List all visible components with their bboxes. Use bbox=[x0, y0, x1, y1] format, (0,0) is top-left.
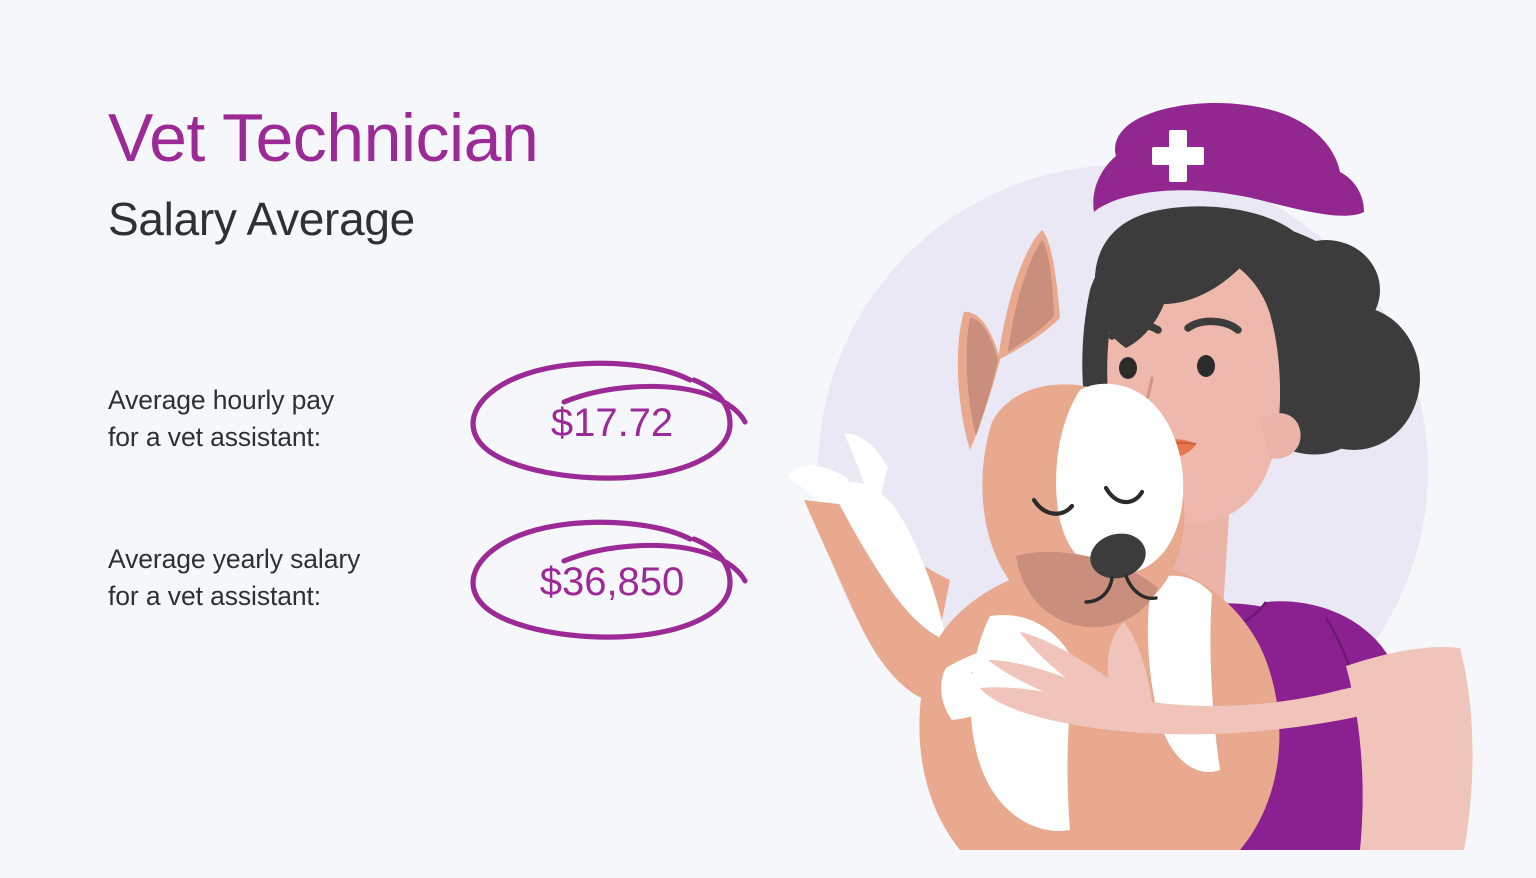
hair-bun bbox=[1288, 306, 1420, 450]
stat-value: $36,850 bbox=[539, 559, 685, 604]
dog-eye-patch-white bbox=[1056, 383, 1184, 574]
stat-row: Average hourly pay for a vet assistant: … bbox=[108, 356, 758, 482]
stat-label-line-2: for a vet assistant: bbox=[108, 422, 322, 452]
hand-drawn-ellipse-icon bbox=[470, 360, 748, 481]
arm-and-hand bbox=[980, 622, 1420, 735]
stat-value-circled: $36,850 bbox=[458, 515, 758, 641]
stat-value: $17.72 bbox=[550, 400, 674, 445]
stat-label-line-1: Average yearly salary bbox=[108, 544, 361, 575]
illustration-vet-nurse-holding-dog bbox=[760, 60, 1480, 850]
headline-secondary: Salary Average bbox=[108, 193, 415, 245]
dog-tail-body bbox=[804, 500, 950, 700]
eyebrow-right bbox=[1184, 317, 1242, 334]
dog-ear-left-inner bbox=[966, 318, 998, 436]
nurse-cap bbox=[1093, 102, 1364, 216]
page-title: Vet Technician Salary Average bbox=[108, 104, 748, 242]
stat-row: Average yearly salary for a vet assistan… bbox=[108, 515, 758, 641]
upper-arm bbox=[1346, 646, 1473, 850]
dog-nose bbox=[1090, 533, 1146, 579]
headline-primary: Vet Technician bbox=[108, 100, 539, 176]
ear bbox=[1260, 413, 1301, 459]
dog-ear-right-inner bbox=[1008, 240, 1054, 352]
stat-label: Average hourly pay for a vet assistant: bbox=[108, 382, 458, 455]
eye-left bbox=[1119, 357, 1137, 379]
medical-cross-icon bbox=[1152, 130, 1204, 182]
eye-right bbox=[1197, 355, 1215, 377]
stat-label: Average yearly salary for a vet assistan… bbox=[108, 541, 458, 614]
hand-drawn-ellipse-icon bbox=[470, 519, 748, 640]
dog-mouth-left bbox=[1084, 576, 1114, 604]
stat-label-line-1: Average hourly pay bbox=[108, 385, 335, 416]
stat-label-line-2: for a vet assistant: bbox=[108, 581, 322, 611]
hair-front bbox=[1094, 206, 1322, 348]
stat-value-circled: $17.72 bbox=[458, 356, 758, 482]
dog-eye-right-closed bbox=[1103, 485, 1145, 505]
dog-eye-left-closed bbox=[1031, 497, 1075, 516]
dog-tail-white bbox=[830, 481, 946, 640]
dog-mouth-right bbox=[1124, 574, 1158, 600]
